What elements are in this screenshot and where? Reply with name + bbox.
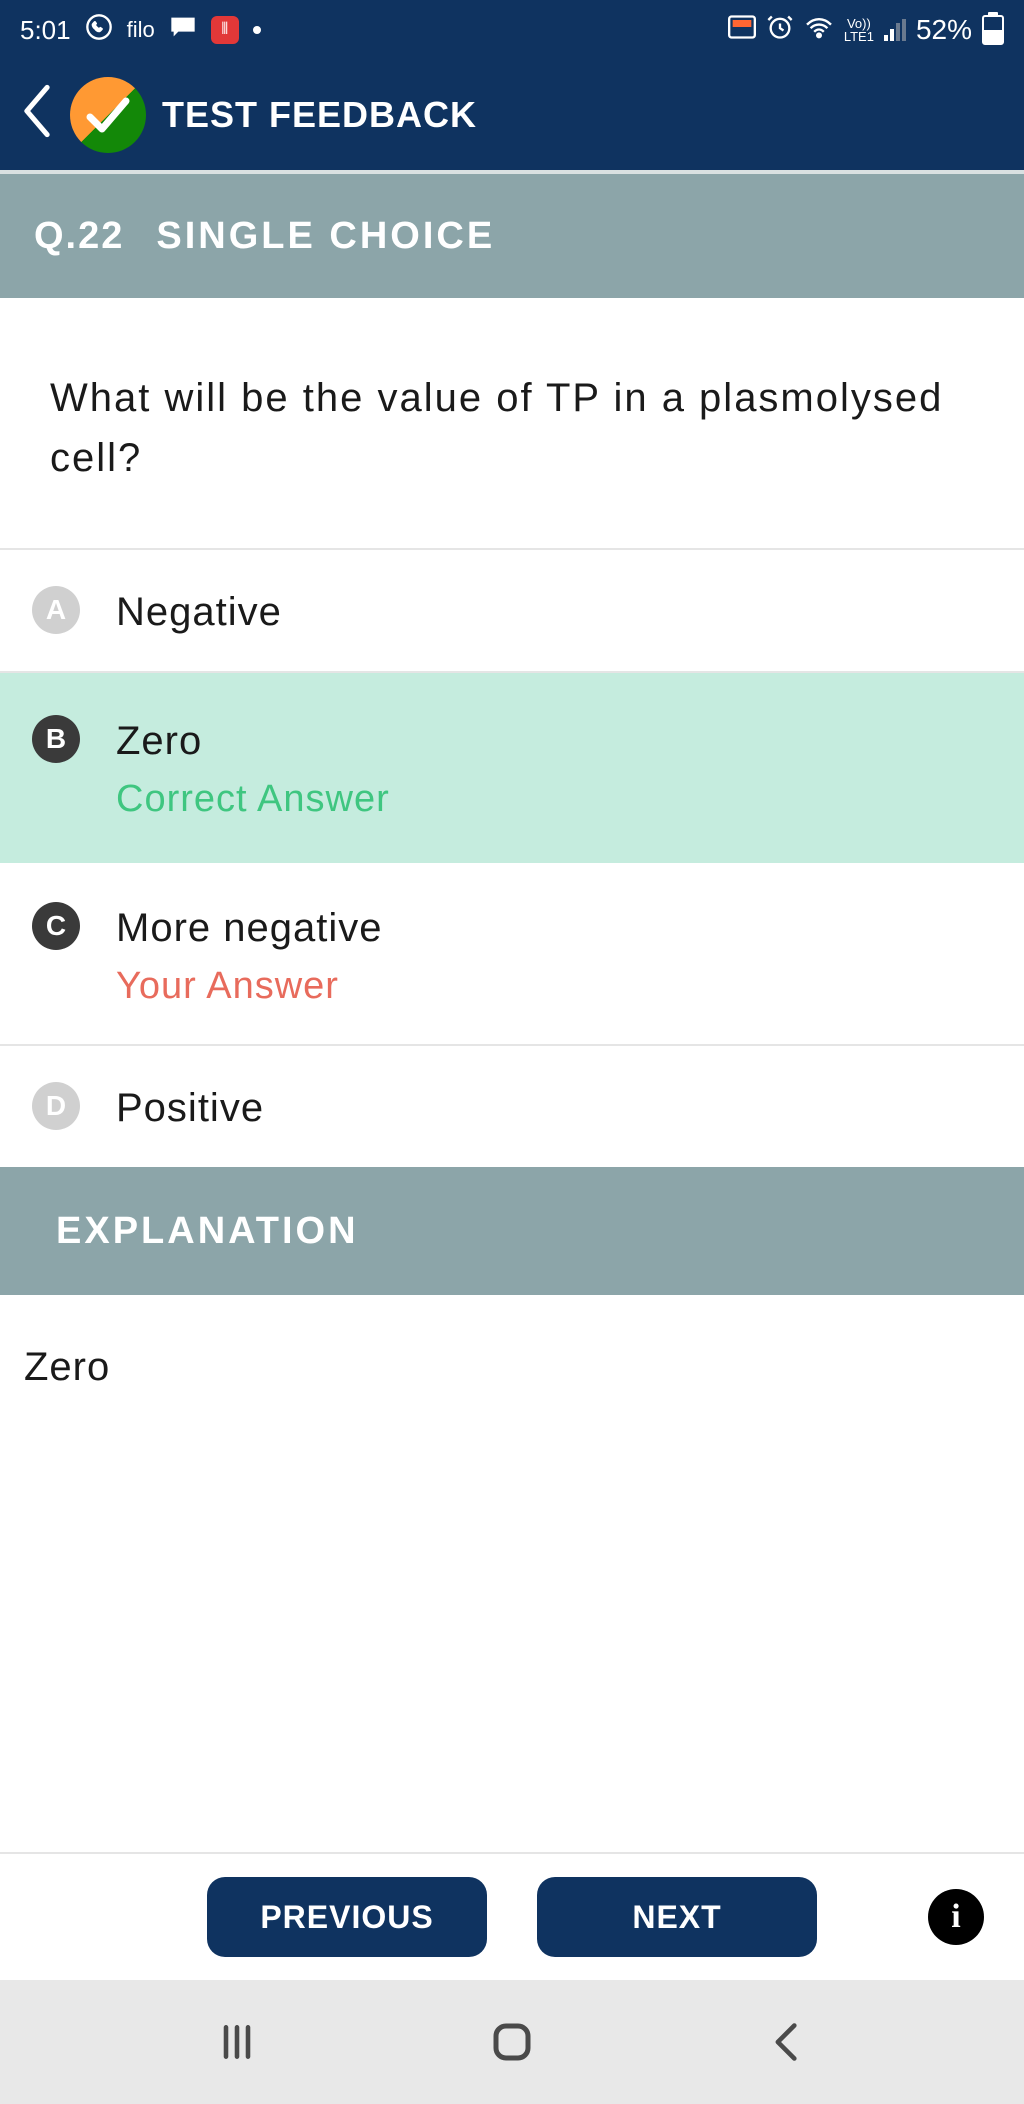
page-title: TEST FEEDBACK — [162, 94, 477, 136]
option-c[interactable]: C More negative Your Answer — [0, 866, 1024, 1046]
app-logo-icon — [70, 77, 146, 153]
system-nav-bar — [0, 1980, 1024, 2104]
option-letter: B — [32, 715, 80, 763]
cast-icon — [728, 15, 756, 46]
explanation-header: EXPLANATION — [0, 1167, 1024, 1295]
option-content: Zero Correct Answer — [116, 715, 992, 821]
status-time: 5:01 — [20, 15, 71, 46]
option-a[interactable]: A Negative — [0, 550, 1024, 673]
previous-button[interactable]: PREVIOUS — [207, 1877, 487, 1957]
app-badge-icon: ⦀ — [211, 16, 239, 44]
option-text: Negative — [116, 590, 992, 635]
question-number: Q.22 — [34, 215, 124, 258]
option-text: Positive — [116, 1086, 992, 1131]
option-letter: A — [32, 586, 80, 634]
question-type: SINGLE CHOICE — [156, 215, 495, 258]
status-right: Vo)) LTE1 52% — [728, 13, 1004, 48]
chat-icon — [169, 15, 197, 46]
nav-footer: PREVIOUS NEXT i — [0, 1852, 1024, 1980]
lte-label: LTE1 — [844, 30, 874, 43]
lte-indicator: Vo)) LTE1 — [844, 17, 874, 43]
option-text: More negative — [116, 906, 992, 951]
option-content: More negative Your Answer — [116, 902, 992, 1008]
home-button[interactable] — [482, 2012, 542, 2072]
option-b[interactable]: B Zero Correct Answer — [0, 673, 1024, 866]
info-button[interactable]: i — [928, 1889, 984, 1945]
correct-answer-label: Correct Answer — [116, 778, 992, 821]
back-button[interactable] — [20, 84, 54, 147]
battery-percent: 52% — [916, 14, 972, 46]
question-header: Q.22 SINGLE CHOICE — [0, 170, 1024, 298]
option-content: Positive — [116, 1082, 992, 1131]
option-letter: D — [32, 1082, 80, 1130]
status-left: 5:01 filo ⦀ — [20, 13, 261, 48]
signal-icon — [884, 19, 906, 41]
explanation-title: EXPLANATION — [56, 1210, 359, 1253]
options-list: A Negative B Zero Correct Answer C More … — [0, 550, 1024, 1167]
next-button[interactable]: NEXT — [537, 1877, 817, 1957]
battery-icon — [982, 15, 1004, 45]
status-bar: 5:01 filo ⦀ Vo)) LTE1 52% — [0, 0, 1024, 60]
option-d[interactable]: D Positive — [0, 1046, 1024, 1167]
notification-dot-icon — [253, 26, 261, 34]
whatsapp-icon — [85, 13, 113, 48]
your-answer-label: Your Answer — [116, 965, 992, 1008]
explanation-text: Zero — [24, 1345, 1000, 1390]
app-header: TEST FEEDBACK — [0, 60, 1024, 170]
explanation-body: Zero — [0, 1295, 1024, 1624]
recents-button[interactable] — [207, 2012, 267, 2072]
back-system-button[interactable] — [757, 2012, 817, 2072]
option-content: Negative — [116, 586, 992, 635]
question-text: What will be the value of TP in a plasmo… — [50, 368, 974, 488]
option-text: Zero — [116, 719, 992, 764]
filo-label: filo — [127, 17, 155, 43]
wifi-icon — [804, 15, 834, 46]
option-letter: C — [32, 902, 80, 950]
question-body: What will be the value of TP in a plasmo… — [0, 298, 1024, 550]
alarm-icon — [766, 13, 794, 48]
